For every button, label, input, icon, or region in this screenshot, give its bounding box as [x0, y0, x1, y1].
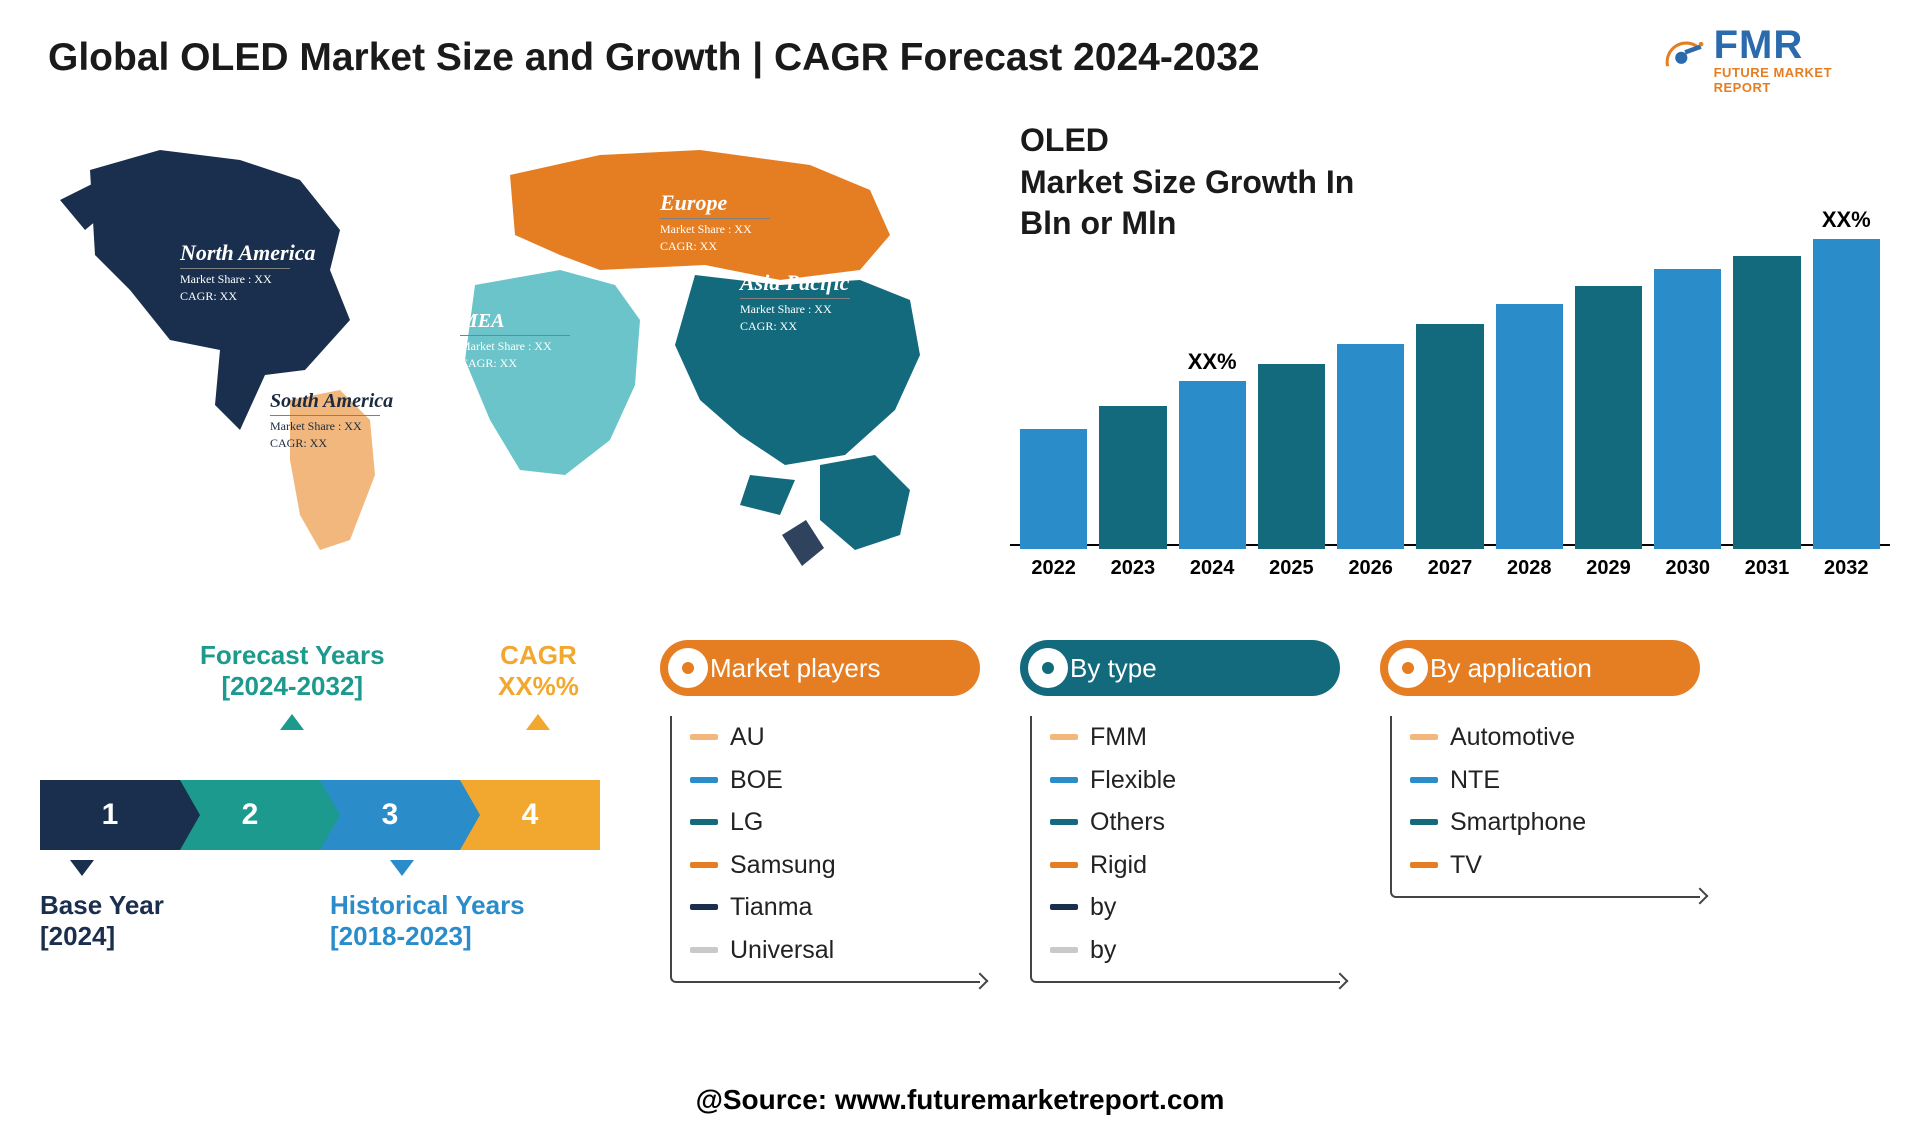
region-label-north-america: North America Market Share : XXCAGR: XX [180, 240, 315, 305]
dash-icon [1050, 777, 1078, 783]
list-item: BOE [690, 759, 970, 802]
chart-title: OLED Market Size Growth In Bln or Mln [1020, 120, 1880, 245]
list-item: Others [1050, 801, 1330, 844]
dash-icon [1050, 862, 1078, 868]
list-item: Flexible [1050, 759, 1330, 802]
down-arrow-icon [390, 860, 414, 876]
bar-2032: XX%2032 [1813, 239, 1880, 580]
list-item: NTE [1410, 759, 1690, 802]
timeline-segment-4: 4 [460, 780, 600, 850]
bar-chart-section: OLED Market Size Growth In Bln or Mln 20… [1020, 120, 1880, 580]
logo-subtext: FUTURE MARKET REPORT [1714, 65, 1860, 95]
category-list: AutomotiveNTESmartphoneTV [1390, 716, 1700, 898]
dash-icon [1050, 734, 1078, 740]
category-by-application: By application AutomotiveNTESmartphoneTV [1380, 640, 1700, 898]
list-item: Universal [690, 929, 970, 972]
region-label-europe: Europe Market Share : XXCAGR: XX [660, 190, 770, 255]
list-item: Smartphone [1410, 801, 1690, 844]
bar-2031: 2031 [1733, 256, 1800, 580]
dash-icon [1050, 904, 1078, 910]
dash-icon [1410, 734, 1438, 740]
category-pill: Market players [660, 640, 980, 696]
list-item: Samsung [690, 844, 970, 887]
dash-icon [1410, 777, 1438, 783]
up-arrow-icon [280, 714, 304, 730]
source-text: @Source: www.futuremarketreport.com [0, 1084, 1920, 1116]
bar-2024: XX%2024 [1179, 381, 1246, 580]
telescope-icon [1660, 32, 1706, 88]
dash-icon [690, 947, 718, 953]
up-arrow-icon [526, 714, 550, 730]
dash-icon [1410, 862, 1438, 868]
list-item: AU [690, 716, 970, 759]
list-item: by [1050, 886, 1330, 929]
category-pill: By application [1380, 640, 1700, 696]
region-label-south-america: South America Market Share : XXCAGR: XX [270, 390, 393, 452]
bar-2022: 2022 [1020, 429, 1087, 580]
forecast-label: Forecast Years [2024-2032] [200, 640, 385, 702]
dash-icon [1410, 819, 1438, 825]
region-label-asia-pacific: Asia Pacific Market Share : XXCAGR: XX [740, 270, 850, 335]
fmr-logo: FMR FUTURE MARKET REPORT [1660, 20, 1860, 100]
dash-icon [690, 862, 718, 868]
list-item: Automotive [1410, 716, 1690, 759]
down-arrow-icon [70, 860, 94, 876]
list-item: TV [1410, 844, 1690, 887]
timeline-bar: 1234 [40, 780, 600, 850]
category-market-players: Market players AUBOELGSamsungTianmaUnive… [660, 640, 980, 983]
list-item: FMM [1050, 716, 1330, 759]
list-item: Rigid [1050, 844, 1330, 887]
list-item: LG [690, 801, 970, 844]
timeline-segment-1: 1 [40, 780, 180, 850]
category-pill: By type [1020, 640, 1340, 696]
page-title: Global OLED Market Size and Growth | CAG… [48, 36, 1260, 80]
bar-2023: 2023 [1099, 406, 1166, 580]
bar-2030: 2030 [1654, 269, 1721, 580]
list-item: Tianma [690, 886, 970, 929]
bar-2025: 2025 [1258, 364, 1325, 580]
world-map: North America Market Share : XXCAGR: XX S… [40, 120, 960, 570]
bar-chart: 20222023XX%20242025202620272028202920302… [1020, 230, 1880, 580]
base-year-label: Base Year [2024] [40, 890, 164, 952]
bar-2028: 2028 [1496, 304, 1563, 580]
list-item: by [1050, 929, 1330, 972]
dash-icon [690, 777, 718, 783]
timeline-segment-2: 2 [180, 780, 320, 850]
dash-icon [690, 734, 718, 740]
cagr-label: CAGR XX%% [498, 640, 579, 702]
dash-icon [690, 819, 718, 825]
historical-label: Historical Years [2018-2023] [330, 890, 525, 952]
region-label-mea: MEA Market Share : XXCAGR: XX [460, 310, 570, 372]
category-by-type: By type FMMFlexibleOthersRigidbyby [1020, 640, 1340, 983]
category-list: FMMFlexibleOthersRigidbyby [1030, 716, 1340, 983]
dash-icon [1050, 819, 1078, 825]
timeline-segment-3: 3 [320, 780, 460, 850]
logo-text: FMR [1714, 25, 1860, 65]
dash-icon [690, 904, 718, 910]
bar-2027: 2027 [1416, 324, 1483, 580]
bar-2026: 2026 [1337, 344, 1404, 580]
category-list: AUBOELGSamsungTianmaUniversal [670, 716, 980, 983]
dash-icon [1050, 947, 1078, 953]
timeline-section: Forecast Years [2024-2032] CAGR XX%% 123… [40, 640, 620, 980]
bar-2029: 2029 [1575, 286, 1642, 580]
